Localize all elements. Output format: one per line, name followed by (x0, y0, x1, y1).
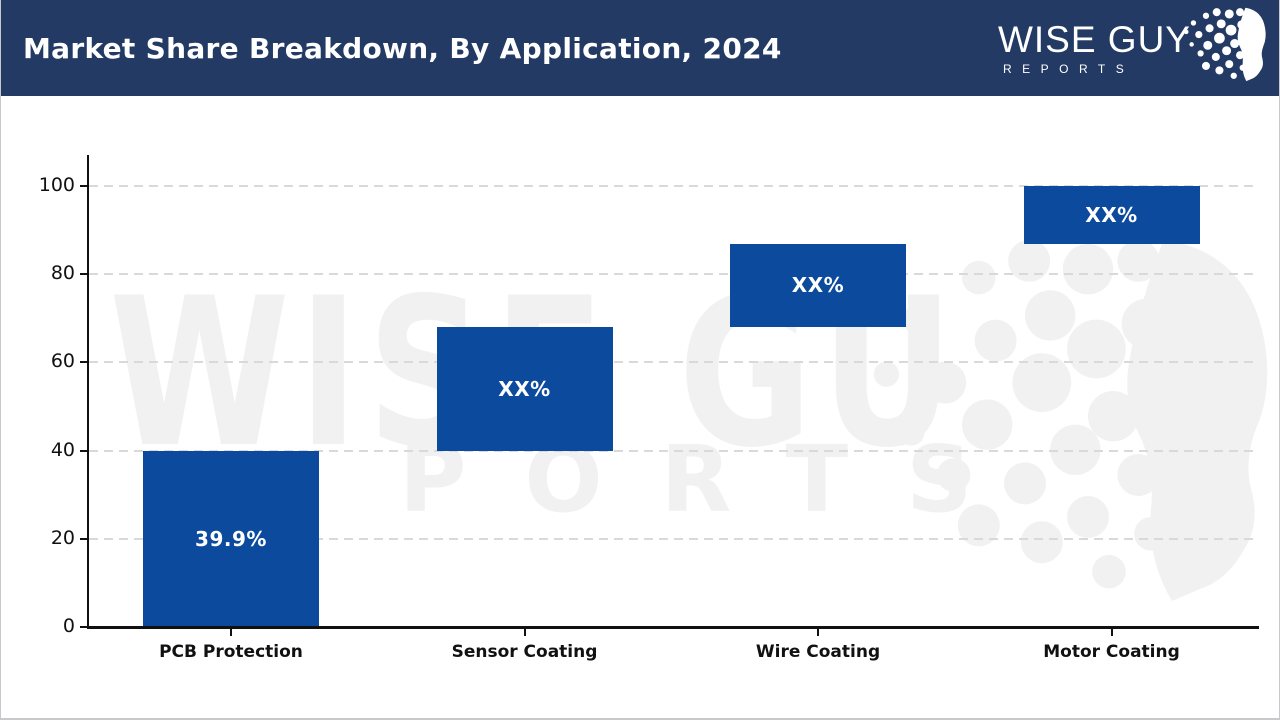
y-axis-line (87, 155, 89, 629)
brand-face-dots-icon (1184, 7, 1266, 82)
header: Market Share Breakdown, By Application, … (1, 0, 1279, 96)
x-axis-label-motor-coating: Motor Coating (1043, 642, 1180, 662)
bar-value-label: 39.9% (195, 527, 267, 551)
watermark-face-dots-icon (873, 239, 1268, 602)
y-axis-tick-80 (80, 273, 89, 276)
bar-value-label: XX% (791, 273, 845, 298)
gridline-100 (89, 185, 1259, 187)
y-axis-label-80: 80 (50, 262, 75, 285)
x-axis-line (87, 626, 1259, 629)
y-axis-label-100: 100 (38, 174, 75, 196)
chart-area: 0 20 40 60 80 100 39.9% XX% XX% XX% PCB Protection… (1, 96, 1279, 718)
x-axis-tick-3 (817, 627, 819, 636)
brand-subtitle: REPORTS (1002, 61, 1135, 76)
y-axis-label-0: 0 (62, 615, 75, 637)
x-axis-tick-2 (523, 627, 526, 636)
y-axis-tick-20 (80, 537, 89, 540)
x-axis-label-pcb-protection: PCB Protection (159, 642, 303, 662)
bar-wire-coating: XX% (730, 243, 906, 328)
bar-value-label: XX% (498, 377, 551, 402)
bar-sensor-coating: XX% (436, 327, 613, 452)
y-axis-tick-40 (80, 449, 89, 452)
x-axis-tick-4 (1110, 627, 1113, 636)
y-axis-tick-0 (80, 626, 89, 628)
y-axis-label-20: 20 (50, 526, 75, 549)
gridline-20 (89, 537, 1259, 540)
gridline-40 (89, 449, 1259, 452)
brand-name: WISE GUY (997, 18, 1191, 60)
y-axis-label-60: 60 (50, 350, 75, 373)
bar-motor-coating: XX% (1023, 186, 1200, 244)
x-axis-label-wire-coating: Wire Coating (755, 642, 881, 662)
gridline-80 (89, 273, 1259, 276)
x-axis-tick-1 (230, 627, 232, 636)
brand-wordmark: WISE GUY REPORTS (998, 21, 1191, 76)
y-axis-label-40: 40 (50, 438, 75, 461)
x-axis-label-sensor-coating: Sensor Coating (451, 642, 598, 662)
y-axis-tick-60 (80, 361, 89, 364)
bar-pcb-protection: 39.9% (143, 451, 319, 627)
y-axis-tick-100 (80, 185, 89, 187)
page-title: Market Share Breakdown, By Application, … (23, 31, 782, 65)
brand-logo: WISE GUY REPORTS (998, 5, 1269, 91)
gridline-60 (89, 361, 1259, 364)
bar-value-label: XX% (1085, 202, 1138, 227)
